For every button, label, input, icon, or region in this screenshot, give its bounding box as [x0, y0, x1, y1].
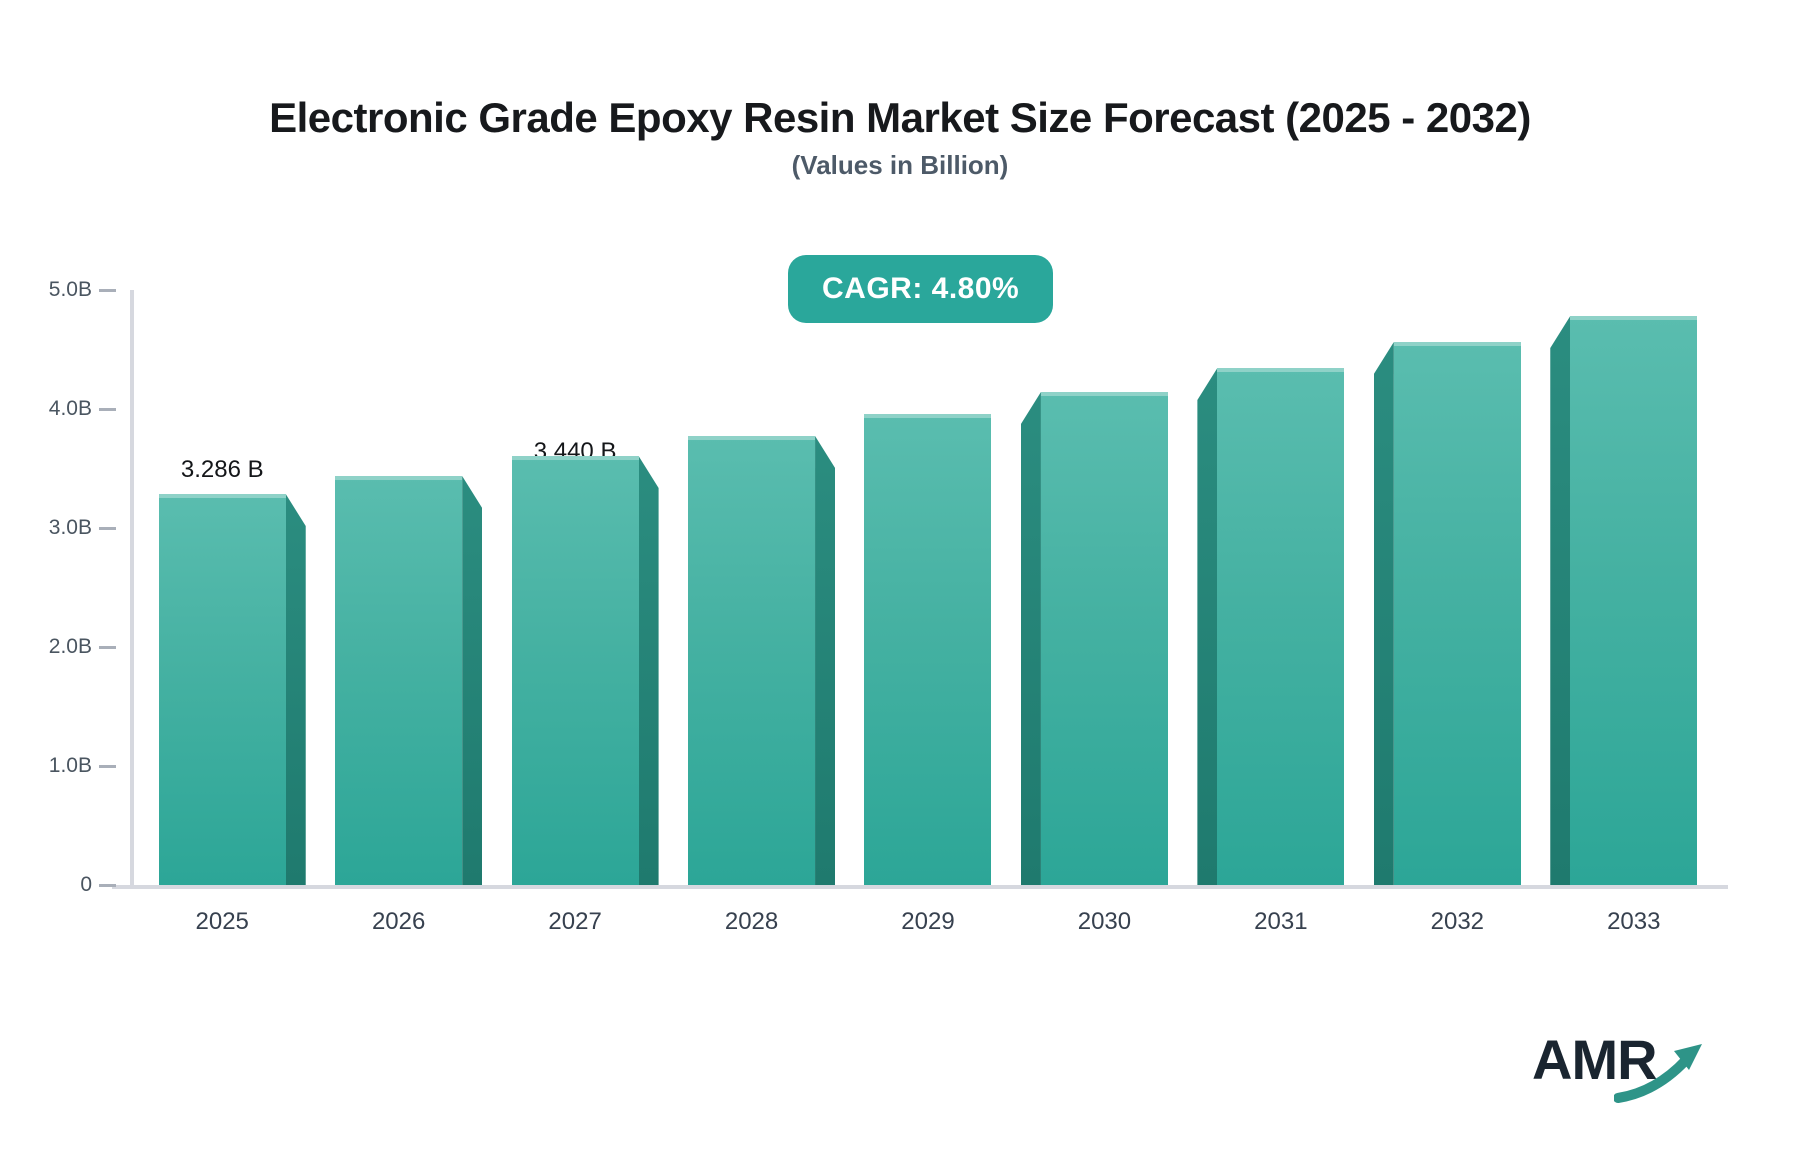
- x-category-label: 2030: [1077, 908, 1132, 935]
- growth-arrow-icon: [1614, 1044, 1702, 1103]
- bar-face: [158, 494, 286, 885]
- x-category-label: 2027: [548, 908, 602, 935]
- plot-area: 3.286 B 3.440 B3.603 B3.775 B3.956 B4.147…: [134, 290, 1722, 885]
- bar: [1020, 392, 1168, 885]
- bar: [864, 414, 992, 885]
- cagr-badge: CAGR: 4.80%: [788, 255, 1054, 323]
- y-tick-label: 2.0B: [48, 635, 92, 658]
- y-tick-label: 5.0B: [48, 278, 92, 301]
- y-tick-label: 0: [80, 873, 92, 896]
- y-tick-mark: [99, 527, 116, 530]
- x-category-label: 2026: [371, 908, 426, 935]
- bar-side-bevel: [1197, 368, 1218, 885]
- bar-side-bevel: [1373, 342, 1394, 885]
- bar-group: 3.775 B: [663, 290, 1322, 885]
- y-tick-label: 3.0B: [48, 516, 92, 539]
- bar-face: [688, 436, 816, 885]
- bar-group: 4.348 B: [1193, 290, 1369, 885]
- bar-group: 4.560 B: [1369, 290, 1545, 885]
- bar: [511, 456, 659, 885]
- bar-face: [335, 476, 463, 885]
- y-axis-line: [130, 290, 134, 887]
- x-axis-baseline: [112, 885, 1728, 889]
- bar-value-label: 3.286 B: [180, 456, 264, 483]
- bar-group: 4.782 B: [1546, 290, 1722, 885]
- bar-side-bevel: [638, 456, 659, 885]
- x-category-label: 2025: [195, 908, 249, 935]
- bar-group: 3.956 B: [840, 290, 1675, 885]
- bar: [1550, 316, 1698, 885]
- bar-side-bevel: [1020, 392, 1041, 885]
- bar: [1373, 342, 1521, 885]
- amr-logo: AMR: [1532, 1028, 1712, 1108]
- amr-logo-text: AMR: [1532, 1028, 1658, 1091]
- bar-face: [511, 456, 639, 885]
- y-tick-mark: [99, 646, 116, 649]
- x-category-label: 2028: [724, 908, 779, 935]
- x-category-label: 2031: [1254, 908, 1308, 935]
- x-category-label: 2029: [901, 908, 955, 935]
- chart-subtitle: (Values in Billion): [791, 150, 1009, 180]
- bar-face: [1393, 342, 1521, 885]
- bar-side-bevel: [1550, 316, 1571, 885]
- bar: [1197, 368, 1345, 885]
- bar-face: [1570, 316, 1698, 885]
- bar-side-bevel: [815, 436, 836, 885]
- x-category-label: 2032: [1430, 908, 1485, 935]
- bar-group: 3.286 B: [134, 290, 310, 885]
- cagr-badge-label: CAGR: 4.80%: [822, 272, 1020, 305]
- y-tick-mark: [99, 884, 116, 887]
- y-tick-mark: [99, 408, 116, 411]
- y-tick-mark: [99, 765, 116, 768]
- bar-group: 4.147 B: [1016, 290, 1192, 885]
- bar: [688, 436, 836, 885]
- bar-group: 3.440 B: [310, 290, 616, 885]
- bar: [335, 476, 483, 885]
- bar-side-bevel: [285, 494, 306, 885]
- bar-side-bevel: [462, 476, 483, 885]
- bar-face: [1040, 392, 1168, 885]
- x-category-label: 2033: [1607, 908, 1661, 935]
- chart-title: Electronic Grade Epoxy Resin Market Size…: [269, 94, 1531, 141]
- y-tick-label: 1.0B: [48, 754, 92, 777]
- y-tick-label: 4.0B: [48, 397, 92, 420]
- bar-face: [1217, 368, 1345, 885]
- y-tick-mark: [99, 289, 116, 292]
- bar: [158, 494, 306, 885]
- bar-face: [864, 414, 992, 885]
- bar-group: 3.603 B: [487, 290, 969, 885]
